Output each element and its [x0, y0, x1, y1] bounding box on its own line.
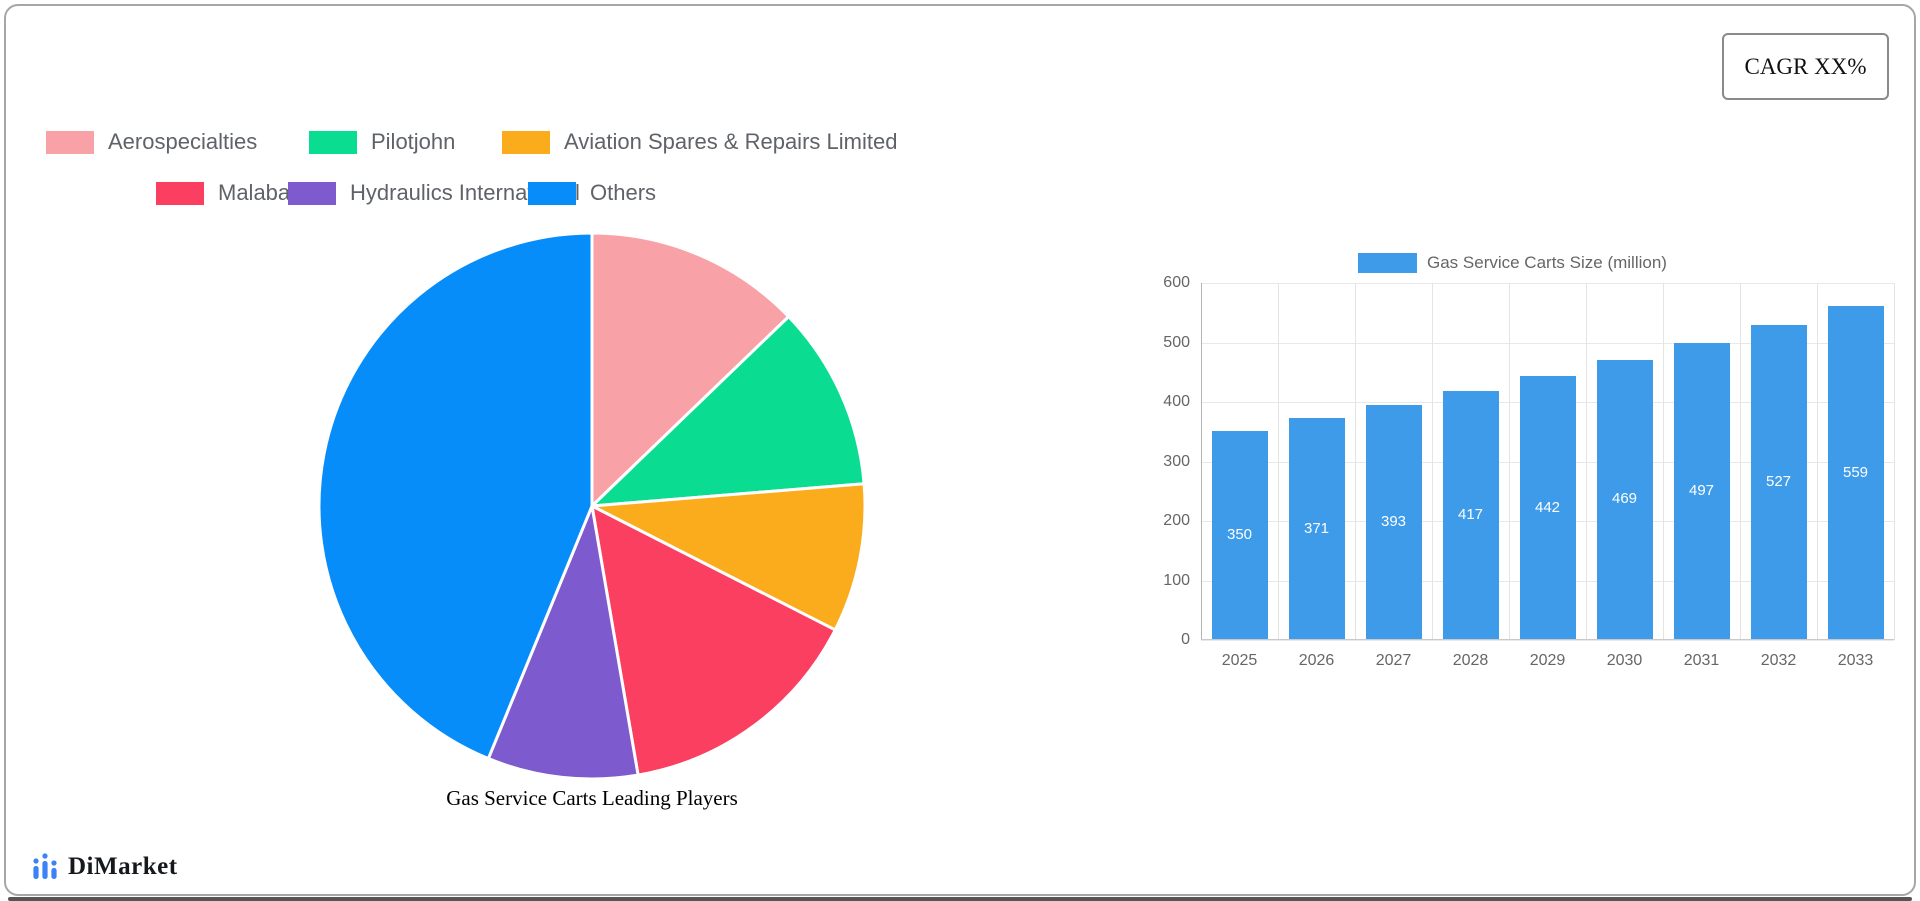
bar-value-label: 417 [1457, 506, 1484, 523]
bar[interactable]: 559 [1827, 306, 1884, 639]
bar-value-label: 497 [1688, 482, 1715, 500]
x-axis-tick-label: 2029 [1529, 652, 1566, 669]
bar[interactable]: 417 [1442, 390, 1499, 639]
bar-value-label: 350 [1226, 525, 1253, 543]
legend-swatch [309, 131, 357, 154]
x-axis-tick-label: 2030 [1606, 652, 1643, 669]
bar[interactable]: 527 [1750, 325, 1807, 639]
x-axis-line [1201, 639, 1894, 640]
x-axis-tick-label: 2031 [1683, 652, 1720, 669]
gridline [1740, 283, 1741, 640]
gridline [1817, 283, 1818, 640]
y-axis-tick-label: 0 [1181, 631, 1190, 648]
cagr-badge: CAGR XX% [1722, 33, 1889, 100]
x-axis-tick-label: 2026 [1298, 652, 1335, 669]
pie-slice[interactable] [590, 482, 867, 632]
gridline [1201, 283, 1894, 284]
bar-chart-icon [33, 853, 57, 879]
y-axis-tick-label: 600 [1163, 274, 1190, 291]
bar[interactable]: 371 [1288, 418, 1345, 639]
gridline [1278, 283, 1279, 640]
y-axis-tick-label: 500 [1163, 333, 1190, 351]
x-axis-tick-label: 2025 [1221, 652, 1258, 669]
legend-label: Pilotjohn [371, 129, 456, 154]
legend-label: Aerospecialties [108, 129, 258, 154]
bar-value-label: 393 [1380, 513, 1407, 531]
bar[interactable]: 350 [1211, 430, 1268, 639]
gridline [1509, 283, 1510, 640]
pie-slice[interactable] [317, 231, 594, 761]
pie-chart-title: Gas Service Carts Leading Players [446, 786, 738, 810]
bar-value-label: 442 [1534, 498, 1561, 516]
gridline [1432, 283, 1433, 640]
y-axis-tick-label: 100 [1163, 571, 1190, 589]
legend-swatch [156, 182, 204, 205]
legend-label: Aviation Spares & Repairs Limited [564, 129, 898, 154]
bar[interactable]: 469 [1596, 359, 1653, 639]
bar[interactable]: 393 [1365, 405, 1422, 639]
x-axis-tick-label: 2033 [1837, 652, 1874, 669]
y-axis-tick-label: 200 [1163, 512, 1190, 529]
legend-swatch [46, 131, 94, 154]
gridline [1663, 283, 1664, 640]
cagr-badge-label: CAGR XX% [1744, 53, 1867, 79]
brand-name: DiMarket [68, 853, 178, 880]
y-axis-tick-label: 400 [1163, 393, 1190, 410]
bar[interactable]: 497 [1673, 343, 1730, 639]
bar[interactable]: 442 [1519, 376, 1576, 639]
pie-slice[interactable] [590, 504, 837, 777]
gridline [1355, 283, 1356, 640]
bar-chart: 350 371 393 417 442 469 497 527 559 [1201, 283, 1895, 641]
bar-value-label: 527 [1765, 473, 1792, 491]
pie-chart [317, 231, 867, 781]
bar-value-label: 469 [1611, 490, 1638, 508]
x-axis-tick-label: 2028 [1452, 652, 1489, 669]
gridline [1894, 283, 1895, 640]
pie-slice[interactable] [590, 315, 866, 508]
legend-swatch [502, 131, 550, 154]
gridline [1586, 283, 1587, 640]
bottom-edge [8, 897, 1912, 901]
gridline [1201, 342, 1894, 344]
gridline [1201, 640, 1894, 641]
y-axis-tick-label: 300 [1163, 452, 1190, 470]
x-axis-tick-label: 2027 [1375, 652, 1412, 669]
bar-value-label: 559 [1842, 463, 1869, 481]
bar-legend-label: Gas Service Carts Size (million) [1427, 253, 1667, 272]
legend-label: Others [590, 180, 657, 205]
legend-swatch [288, 182, 336, 205]
legend-swatch [528, 182, 576, 205]
pie-slice[interactable] [486, 504, 640, 781]
legend-label: Malabar [218, 180, 298, 205]
y-axis-line [1201, 283, 1202, 640]
bar-value-label: 371 [1303, 519, 1330, 537]
pie-slice[interactable] [590, 231, 791, 508]
brand-logo: DiMarket [30, 852, 178, 882]
bar-legend-swatch[interactable] [1358, 253, 1417, 273]
x-axis-tick-label: 2032 [1760, 652, 1797, 669]
